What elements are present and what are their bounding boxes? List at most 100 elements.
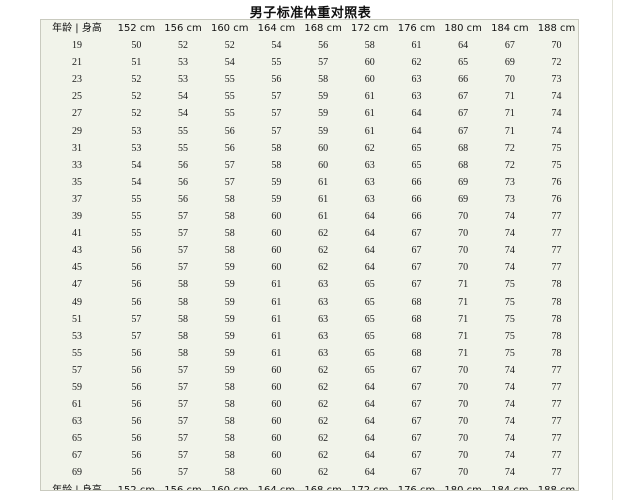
weight-cell: 56 (178, 159, 189, 171)
header-col-160: 160 cm (210, 23, 249, 34)
weight-cell: 60 (271, 467, 282, 479)
weight-cell: 56 (131, 416, 142, 428)
age-cell: 37 (72, 193, 82, 205)
age-cell: 33 (72, 159, 82, 171)
weight-cell: 60 (271, 211, 282, 223)
weight-cell: 70 (458, 450, 469, 462)
weight-cell: 70 (458, 262, 469, 274)
weight-cell: 73 (504, 193, 515, 205)
weight-cell: 56 (131, 364, 142, 376)
weight-cell: 53 (131, 125, 142, 137)
weight-cell: 70 (551, 40, 562, 52)
weight-cell: 56 (318, 40, 329, 52)
weight-cell: 68 (411, 330, 422, 342)
weight-cell: 55 (178, 125, 189, 137)
weight-cell: 65 (364, 313, 375, 325)
weight-cell: 74 (504, 211, 515, 223)
weight-cell: 64 (364, 228, 375, 240)
weight-cell: 77 (551, 433, 562, 445)
weight-cell: 64 (364, 245, 375, 257)
weight-cell: 52 (131, 108, 142, 120)
header-col-164: 164 cm (257, 23, 296, 34)
weight-cell: 70 (458, 381, 469, 393)
weight-cell: 63 (318, 279, 329, 291)
weight-cell: 71 (504, 91, 515, 103)
table-row: 31 53 55 56 58 60 62 65 68 72 75 (41, 140, 578, 157)
weight-cell: 74 (551, 91, 562, 103)
weight-cell: 56 (271, 74, 282, 86)
weight-cell: 63 (318, 347, 329, 359)
table-row: 57 56 57 59 60 62 65 67 70 74 77 (41, 362, 578, 379)
weight-cell: 78 (551, 330, 562, 342)
weight-cell: 64 (364, 262, 375, 274)
weight-cell: 54 (271, 40, 282, 52)
age-cell: 49 (72, 296, 82, 308)
weight-cell: 60 (271, 381, 282, 393)
weight-cell: 67 (411, 467, 422, 479)
table-row: 25 52 54 55 57 59 61 63 67 71 74 (41, 88, 578, 105)
header-row: 年龄 | 身高 152 cm 156 cm 160 cm 164 cm 168 … (41, 20, 578, 37)
weight-cell: 74 (504, 467, 515, 479)
weight-cell: 67 (411, 450, 422, 462)
weight-cell: 57 (131, 330, 142, 342)
footer-col-184: 184 cm (491, 484, 529, 491)
table-row: 55 56 58 59 61 63 65 68 71 75 78 (41, 345, 578, 362)
weight-cell: 60 (271, 399, 282, 411)
weight-cell: 71 (458, 296, 469, 308)
header-col-188: 188 cm (537, 23, 576, 34)
weight-cell: 59 (224, 364, 235, 376)
weight-cell: 77 (551, 450, 562, 462)
weight-cell: 54 (224, 57, 235, 69)
weight-cell: 61 (364, 91, 375, 103)
weight-cell: 61 (364, 125, 375, 137)
weight-cell: 71 (458, 279, 469, 291)
weight-cell: 68 (458, 142, 469, 154)
weight-cell: 70 (458, 228, 469, 240)
table-row: 67 56 57 58 60 62 64 67 70 74 77 (41, 447, 578, 464)
weight-cell: 67 (458, 125, 469, 137)
weight-cell: 66 (411, 193, 422, 205)
table-row: 27 52 54 55 57 59 61 64 67 71 74 (41, 105, 578, 122)
weight-cell: 55 (224, 74, 235, 86)
weight-cell: 73 (551, 74, 562, 86)
footer-col-180: 180 cm (444, 484, 482, 491)
weight-cell: 60 (271, 450, 282, 462)
weight-cell: 65 (458, 57, 469, 69)
age-cell: 29 (72, 125, 82, 137)
weight-cell: 66 (411, 211, 422, 223)
table-row: 45 56 57 59 60 62 64 67 70 74 77 (41, 259, 578, 276)
weight-cell: 61 (318, 193, 329, 205)
table-row: 19 50 52 52 54 56 58 61 64 67 70 (41, 37, 578, 54)
age-cell: 59 (72, 381, 82, 393)
weight-cell: 58 (224, 228, 235, 240)
weight-cell: 54 (178, 91, 189, 103)
weight-cell: 74 (551, 125, 562, 137)
footer-col-160: 160 cm (210, 484, 249, 491)
weight-cell: 62 (318, 245, 329, 257)
table-row: 35 54 56 57 59 61 63 66 69 73 76 (41, 174, 578, 191)
weight-cell: 53 (178, 74, 189, 86)
weight-cell: 67 (411, 364, 422, 376)
table-row: 53 57 58 59 61 63 65 68 71 75 78 (41, 328, 578, 345)
weight-cell: 67 (411, 228, 422, 240)
weight-cell: 72 (504, 159, 515, 171)
weight-cell: 70 (458, 399, 469, 411)
weight-cell: 74 (504, 364, 515, 376)
footer-corner-label: 年龄 | 身高 (52, 484, 102, 491)
table-row: 29 53 55 56 57 59 61 64 67 71 74 (41, 123, 578, 140)
weight-cell: 63 (318, 296, 329, 308)
weight-cell: 55 (131, 193, 142, 205)
weight-cell: 63 (364, 193, 375, 205)
footer-row: 年龄 | 身高 152 cm 156 cm 160 cm 164 cm 168 … (41, 482, 578, 491)
weight-cell: 64 (411, 125, 422, 137)
weight-cell: 57 (178, 364, 189, 376)
weight-cell: 59 (224, 279, 235, 291)
weight-cell: 58 (271, 142, 282, 154)
weight-cell: 60 (271, 245, 282, 257)
weight-cell: 71 (504, 108, 515, 120)
weight-cell: 63 (318, 313, 329, 325)
weight-cell: 57 (178, 228, 189, 240)
age-cell: 23 (72, 74, 82, 86)
weight-cell: 66 (458, 74, 469, 86)
